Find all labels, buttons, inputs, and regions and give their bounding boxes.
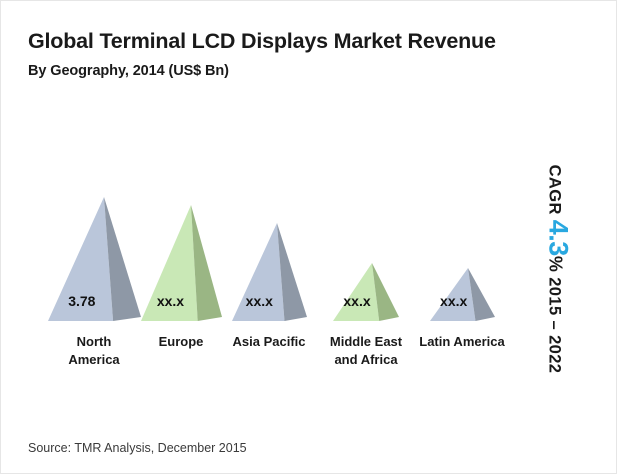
pyramid-left-face bbox=[333, 263, 380, 321]
category-label: Middle East and Africa bbox=[330, 333, 402, 369]
cagr-annotation-text: CAGR 4.3% 2015 – 2022 bbox=[543, 165, 574, 374]
bar-value-label: 3.78 bbox=[68, 293, 96, 309]
category-label-line1: Europe bbox=[158, 334, 204, 349]
bar-value-label: xx.x bbox=[245, 293, 273, 309]
pyramid-left-face bbox=[430, 268, 476, 321]
pyramid-right-face bbox=[372, 263, 399, 321]
cagr-percent-symbol: % bbox=[545, 255, 566, 273]
pyramid-group bbox=[48, 197, 495, 321]
category-label: Latin America bbox=[419, 333, 505, 351]
pyramid-left-face bbox=[48, 197, 114, 321]
category-label-line1: Asia Pacific bbox=[232, 334, 306, 349]
pyramid-left-face bbox=[141, 205, 198, 321]
cagr-prefix: CAGR bbox=[545, 164, 564, 215]
pyramid-left-face bbox=[232, 223, 285, 321]
cagr-value: 4.3 bbox=[543, 219, 574, 256]
bar-value-label: xx.x bbox=[156, 293, 185, 309]
pyramid-right-face bbox=[191, 205, 222, 321]
bar-value-label: xx.x bbox=[343, 293, 371, 309]
page-subtitle: By Geography, 2014 (US$ Bn) bbox=[28, 63, 229, 79]
category-label-line1: Latin America bbox=[419, 334, 505, 349]
category-label: Asia Pacific bbox=[233, 333, 306, 351]
cagr-annotation: CAGR 4.3% 2015 – 2022 bbox=[538, 149, 578, 389]
cagr-year-range: 2015 – 2022 bbox=[545, 277, 564, 374]
category-label-line1: North bbox=[76, 334, 112, 349]
category-label-line2: America bbox=[68, 352, 120, 367]
pyramid-right-face bbox=[468, 268, 495, 321]
category-label: North America bbox=[68, 333, 119, 369]
bar-value-label: xx.x bbox=[440, 293, 468, 309]
page-title: Global Terminal LCD Displays Market Reve… bbox=[28, 29, 496, 53]
category-label: Europe bbox=[159, 333, 204, 351]
source-note: Source: TMR Analysis, December 2015 bbox=[28, 441, 247, 455]
pyramid-right-face bbox=[277, 223, 307, 321]
pyramid-right-face bbox=[104, 197, 141, 321]
category-label-line1: Middle East bbox=[329, 334, 403, 349]
category-label-line2: and Africa bbox=[334, 352, 398, 367]
